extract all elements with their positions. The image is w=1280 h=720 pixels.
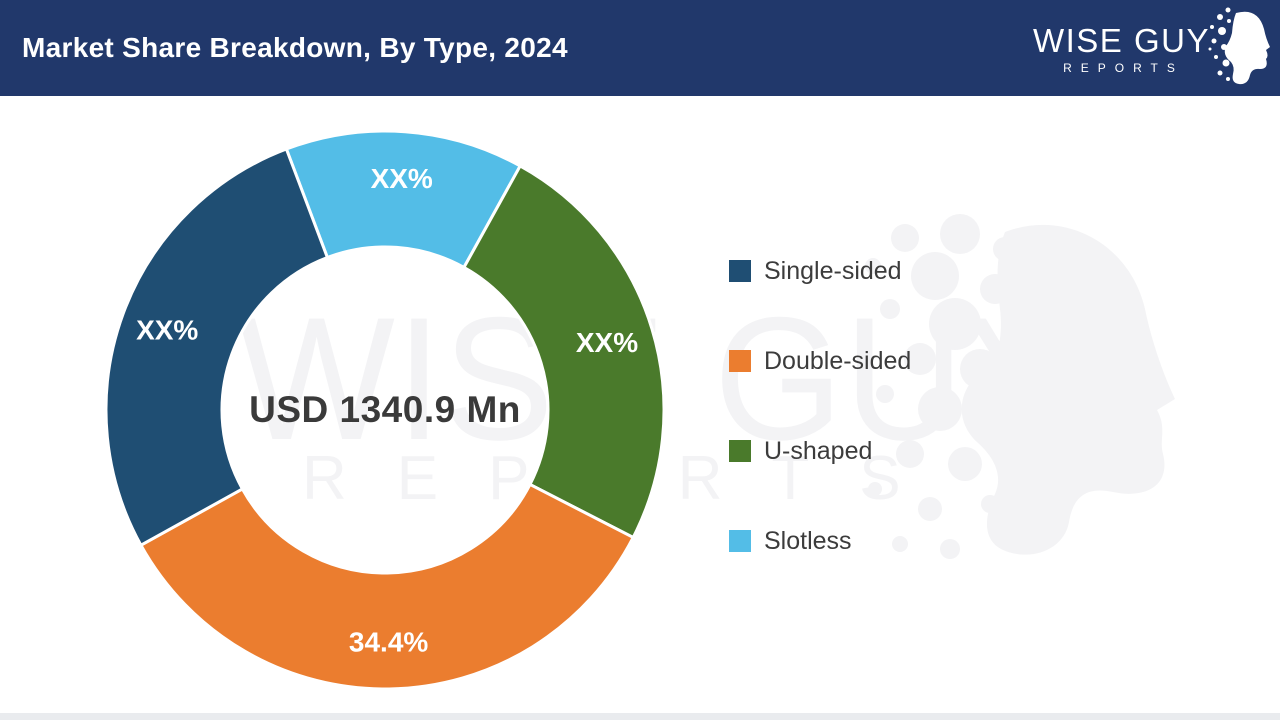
page-title: Market Share Breakdown, By Type, 2024 [22, 32, 568, 63]
legend-swatch-u-shaped [729, 440, 751, 462]
chart-center-value: USD 1340.9 Mn [249, 389, 521, 430]
legend-item-u-shaped: U-shaped [729, 436, 911, 466]
chart-legend: Single-sided Double-sided U-shaped Slotl… [729, 256, 911, 616]
slice-label-double-sided: 34.4% [349, 626, 428, 657]
legend-swatch-double-sided [729, 350, 751, 372]
legend-item-slotless: Slotless [729, 526, 911, 556]
header: Market Share Breakdown, By Type, 2024 WI… [0, 0, 1280, 96]
brand-logo-wordmark: WISE GUY [1032, 22, 1210, 59]
legend-label: U-shaped [764, 436, 873, 465]
donut-chart: XX% XX% 34.4% XX% [104, 129, 666, 691]
brand-head-icon [1208, 7, 1270, 85]
brand-logo: WISE GUY REPORTS [1033, 7, 1270, 91]
slice-label-slotless: XX% [371, 163, 433, 194]
donut-slice-u-shaped [462, 164, 666, 539]
slice-label-single-sided: XX% [136, 314, 198, 345]
legend-label: Single-sided [764, 256, 902, 285]
legend-swatch-slotless [729, 530, 751, 552]
donut-slice-single-sided [104, 147, 329, 547]
legend-item-double-sided: Double-sided [729, 346, 911, 376]
legend-swatch-single-sided [729, 260, 751, 282]
legend-item-single-sided: Single-sided [729, 256, 911, 286]
watermark-head-icon [859, 214, 1175, 559]
legend-label: Slotless [764, 526, 852, 555]
slice-label-u-shaped: XX% [576, 327, 638, 358]
donut-slice-double-sided [139, 482, 635, 691]
bottom-strip [0, 713, 1280, 720]
legend-label: Double-sided [764, 346, 912, 375]
brand-logo-text: WISE GUY REPORTS [1033, 24, 1210, 74]
brand-logo-subtext: REPORTS [1063, 61, 1184, 75]
